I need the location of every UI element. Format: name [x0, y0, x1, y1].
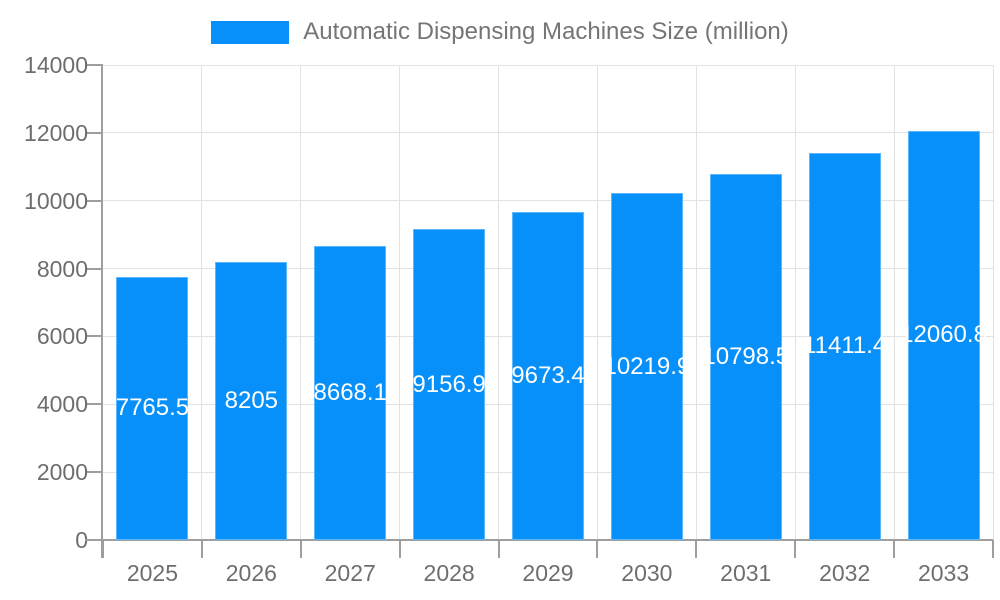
bar-2029[interactable] [512, 211, 584, 540]
x-axis-label: 2025 [126, 560, 179, 586]
y-axis-tick-label: 12000 [24, 119, 88, 146]
legend[interactable]: Automatic Dispensing Machines Size (mill… [0, 18, 1000, 46]
bar-value-label: 12060.8 [900, 321, 987, 349]
x-axis-tick [299, 540, 302, 558]
x-axis-label: 2033 [917, 560, 970, 586]
bar-2027[interactable] [314, 245, 387, 540]
y-axis-tick-label: 14000 [24, 52, 88, 78]
bar-2026[interactable] [215, 261, 288, 540]
y-axis-tick-label: 6000 [36, 323, 88, 350]
x-axis-tick [695, 540, 698, 558]
y-axis-tick [85, 199, 103, 202]
bar-2028[interactable] [413, 229, 486, 540]
gridline-horizontal [103, 64, 993, 66]
x-axis-label: 2031 [720, 560, 772, 586]
x-axis-tick [200, 540, 203, 558]
x-axis-line [85, 539, 993, 541]
y-axis-tick [85, 131, 103, 134]
legend-label: Automatic Dispensing Machines Size (mill… [303, 18, 789, 45]
y-axis-tick-label: 0 [75, 527, 88, 553]
gridline-vertical [596, 65, 598, 540]
bar-2025[interactable] [116, 276, 189, 540]
gridline-vertical [498, 65, 500, 540]
legend-swatch [211, 20, 290, 44]
y-axis-tick-label: 8000 [36, 255, 88, 282]
x-axis-tick [102, 540, 104, 558]
y-axis-tick-label: 4000 [36, 391, 88, 418]
x-axis-label: 2026 [225, 560, 277, 586]
y-axis-tick [85, 64, 103, 66]
x-axis-tick [596, 540, 599, 558]
x-axis-tick [497, 540, 500, 558]
y-axis-tick [85, 471, 103, 474]
gridline-horizontal [103, 200, 993, 202]
gridline-vertical [399, 65, 401, 540]
gridline-vertical [695, 65, 697, 540]
gridline-vertical [201, 65, 203, 540]
bar-value-label: 10798.5 [702, 342, 790, 370]
y-axis-line [101, 65, 103, 558]
y-axis-tick [85, 267, 103, 270]
gridline-vertical [893, 65, 895, 540]
bar-2033[interactable] [907, 130, 980, 540]
gridline-horizontal [103, 132, 993, 134]
x-axis-label: 2030 [621, 560, 673, 586]
bar-value-label: 9673.4 [511, 361, 585, 389]
bar-value-label: 8205 [224, 386, 279, 414]
gridline-vertical [300, 65, 302, 540]
bar-value-label: 11411.4 [803, 332, 887, 360]
bar-2031[interactable] [709, 173, 782, 540]
bar-2030[interactable] [610, 193, 683, 540]
gridline-vertical [794, 65, 796, 540]
x-axis-label: 2032 [819, 560, 871, 586]
x-axis-label: 2029 [522, 560, 574, 586]
y-axis-tick-label: 2000 [36, 459, 88, 486]
y-axis-tick-label: 10000 [24, 187, 88, 214]
x-axis-label: 2028 [423, 560, 475, 586]
bar-2032[interactable] [808, 152, 881, 540]
bar-value-label: 10219.9 [603, 352, 691, 380]
y-axis-tick [85, 335, 103, 338]
bar-value-label: 7765.5 [115, 394, 190, 422]
gridline-vertical [992, 65, 994, 540]
x-axis-tick [398, 540, 401, 558]
x-axis-tick [794, 540, 797, 558]
x-axis-tick [992, 540, 994, 558]
bar-value-label: 8668.1 [313, 378, 387, 406]
y-axis-tick [85, 403, 103, 406]
bar-value-label: 9156.9 [412, 370, 486, 398]
x-axis-tick [893, 540, 896, 558]
x-axis-label: 2027 [324, 560, 376, 586]
